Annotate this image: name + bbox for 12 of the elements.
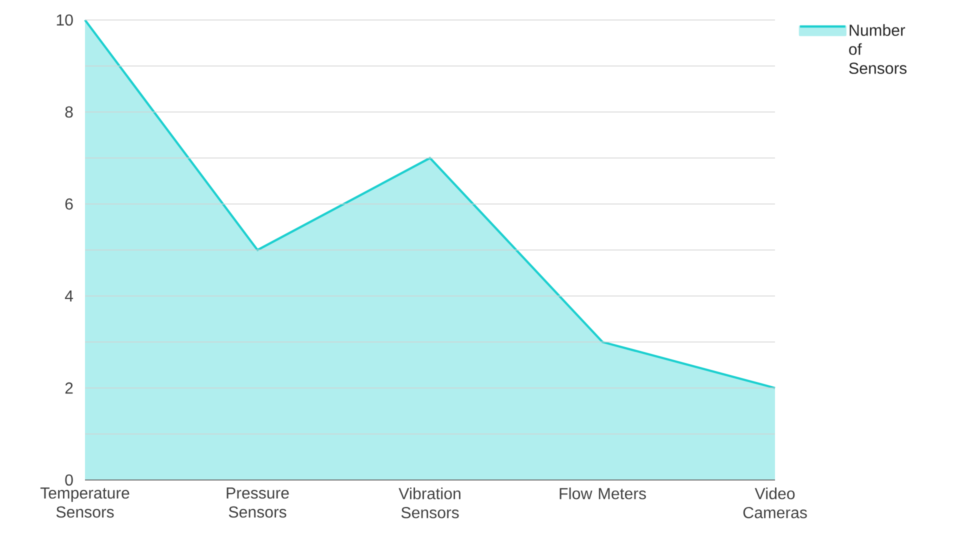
y-tick-label: 8 xyxy=(65,106,73,118)
x-tick-label: Video Cameras xyxy=(743,488,807,518)
x-tick-label: Flow Meters xyxy=(560,488,646,500)
legend-label: Number of Sensors xyxy=(849,24,907,74)
y-tick-label: 2 xyxy=(65,382,73,394)
x-tick-label: Pressure Sensors xyxy=(226,488,289,518)
x-tick-label: Temperature Sensors xyxy=(40,488,130,518)
y-tick-label: 4 xyxy=(64,290,74,302)
y-tick-label: 10 xyxy=(56,14,73,26)
y-tick-label: 0 xyxy=(65,474,73,486)
x-tick-label: Vibration Sensors xyxy=(398,488,460,518)
y-tick-label: 6 xyxy=(65,198,73,210)
